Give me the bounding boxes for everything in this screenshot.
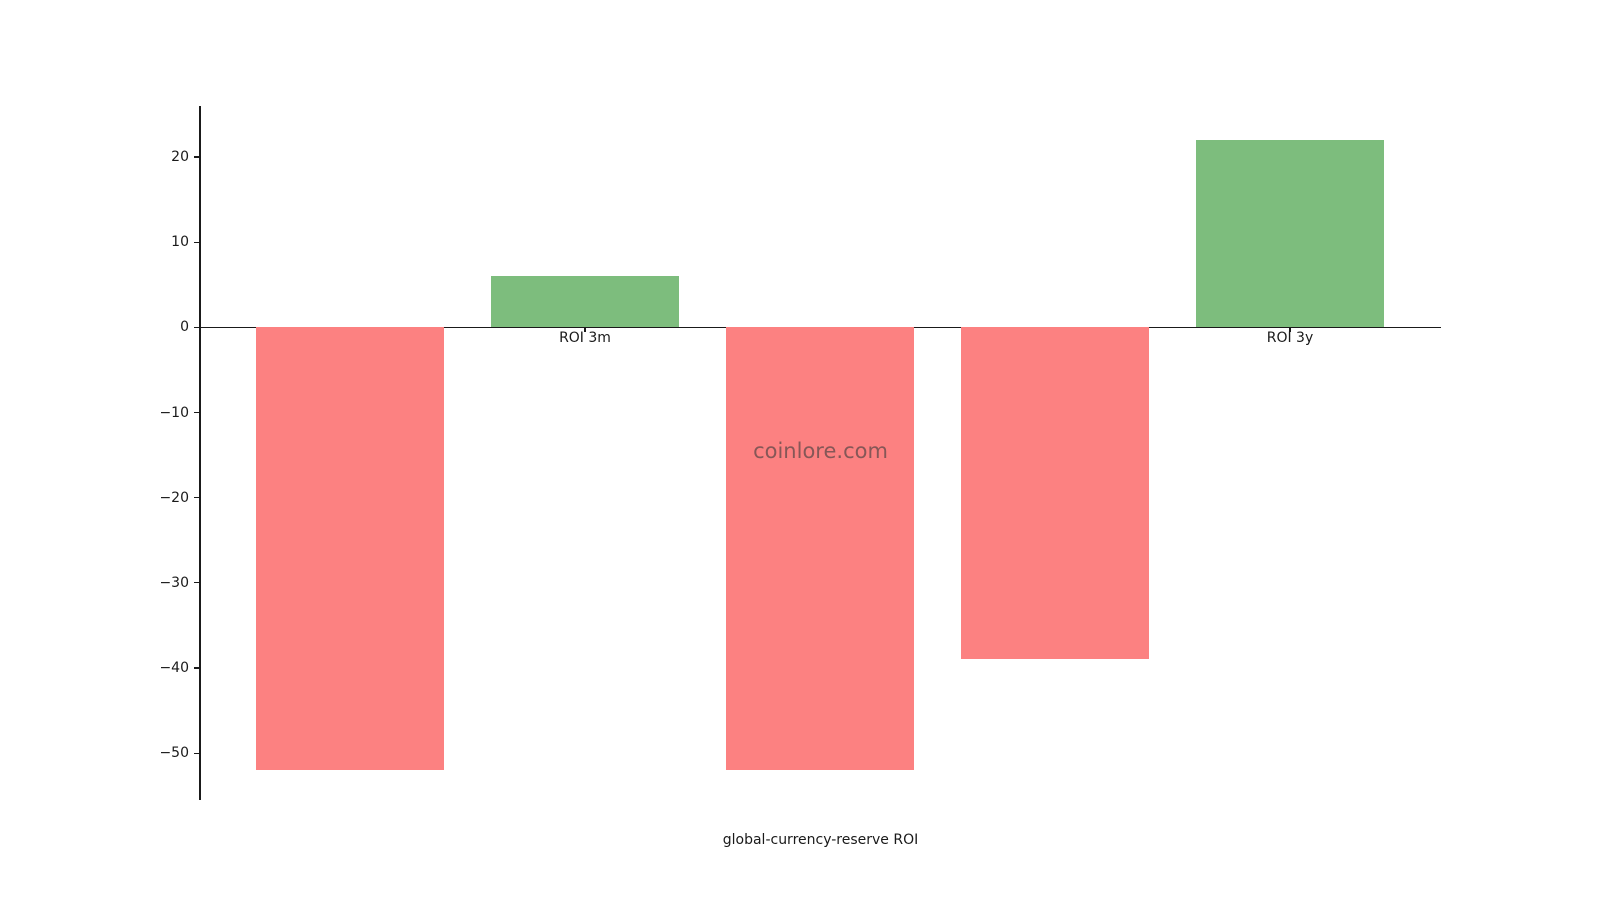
y-tick-mark--20 [194,497,200,499]
y-tick-label-20: 20 [171,149,189,166]
x-tick-label-roi-3m: ROI 3m [559,329,611,346]
y-tick-label-10: 10 [171,234,189,251]
y-tick-label--10: −10 [159,404,189,421]
bar-bar-3 [726,327,914,771]
y-tick-mark--50 [194,752,200,754]
y-tick-label--50: −50 [159,745,189,762]
x-tick-mark-roi-3y [1289,328,1291,333]
y-tick-mark-20 [194,156,200,158]
y-axis-line [199,106,201,800]
y-tick-mark-10 [194,241,200,243]
y-tick-mark--40 [194,667,200,669]
y-tick-label-0: 0 [180,319,189,336]
y-tick-mark-0 [194,326,200,328]
x-tick-label-roi-3y: ROI 3y [1266,329,1314,346]
y-tick-label--30: −30 [159,574,189,591]
y-tick-label--20: −20 [159,489,189,506]
bar-bar-1 [256,327,444,771]
bar-bar-4 [961,327,1149,660]
bar-roi-3y [1196,140,1384,328]
y-tick-mark--30 [194,582,200,584]
y-tick-mark--10 [194,411,200,414]
y-tick-label--40: −40 [159,660,189,676]
watermark-text: coinlore.com [753,439,888,463]
x-axis-zero-line [199,326,1441,329]
x-tick-mark-roi-3m [584,328,586,333]
bar-roi-3m [491,276,679,328]
chart-title: global-currency-reserve ROI [722,832,919,848]
